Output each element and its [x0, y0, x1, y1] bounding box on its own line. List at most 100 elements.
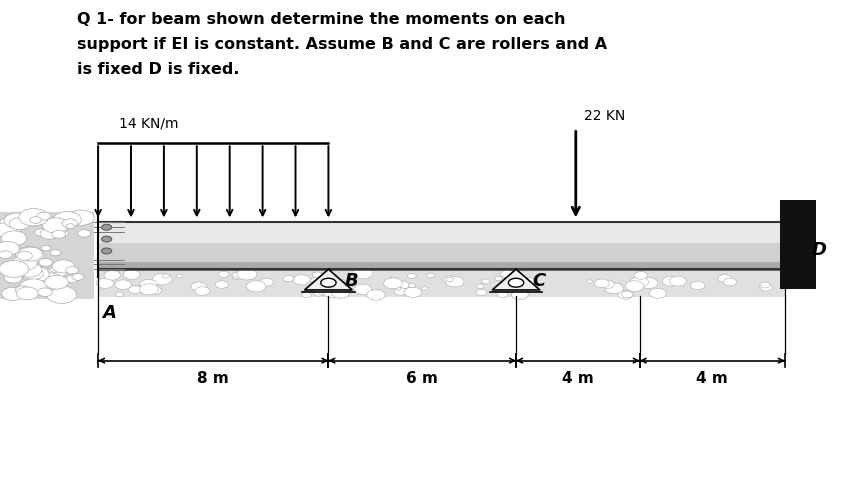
Circle shape	[101, 236, 112, 242]
Circle shape	[4, 213, 31, 228]
Circle shape	[52, 230, 66, 238]
Circle shape	[408, 284, 415, 288]
Circle shape	[72, 274, 83, 280]
Text: A: A	[102, 304, 116, 322]
Circle shape	[49, 280, 59, 286]
Circle shape	[7, 268, 24, 278]
Circle shape	[12, 288, 28, 297]
Circle shape	[446, 277, 453, 282]
Circle shape	[33, 273, 64, 290]
Circle shape	[421, 287, 427, 290]
Circle shape	[352, 267, 372, 279]
Circle shape	[153, 274, 172, 285]
Circle shape	[1, 231, 26, 246]
Circle shape	[317, 288, 328, 295]
Circle shape	[17, 251, 32, 260]
Circle shape	[0, 251, 13, 258]
Circle shape	[232, 272, 242, 278]
Circle shape	[446, 277, 463, 287]
Circle shape	[476, 284, 484, 288]
Circle shape	[140, 280, 157, 289]
Circle shape	[176, 274, 182, 278]
Text: 6 m: 6 m	[406, 371, 438, 386]
Circle shape	[604, 283, 623, 294]
Circle shape	[30, 217, 42, 223]
Circle shape	[151, 285, 161, 291]
Circle shape	[16, 287, 38, 300]
Circle shape	[115, 292, 124, 296]
Circle shape	[106, 268, 119, 276]
Circle shape	[66, 267, 78, 274]
Circle shape	[292, 275, 310, 285]
Circle shape	[690, 282, 705, 289]
Circle shape	[648, 288, 665, 298]
Circle shape	[35, 229, 48, 236]
Circle shape	[48, 218, 58, 224]
Circle shape	[37, 212, 51, 220]
Text: support if EI is constant. Assume B and C are rollers and A: support if EI is constant. Assume B and …	[77, 37, 606, 52]
Circle shape	[10, 228, 20, 234]
Circle shape	[237, 268, 256, 280]
Circle shape	[759, 282, 769, 288]
Circle shape	[389, 277, 396, 281]
Circle shape	[481, 279, 489, 284]
Circle shape	[162, 274, 170, 278]
Circle shape	[30, 281, 49, 292]
Circle shape	[195, 287, 210, 295]
Circle shape	[0, 218, 14, 226]
Circle shape	[331, 288, 349, 298]
Circle shape	[4, 273, 22, 283]
Circle shape	[625, 281, 643, 291]
Circle shape	[404, 287, 421, 297]
Text: is fixed D is fixed.: is fixed D is fixed.	[77, 62, 239, 77]
Circle shape	[129, 286, 142, 293]
Circle shape	[586, 280, 592, 283]
Circle shape	[383, 278, 402, 288]
Bar	[98, 262, 784, 269]
Circle shape	[638, 278, 657, 288]
Circle shape	[19, 208, 49, 226]
Circle shape	[101, 224, 112, 230]
Circle shape	[28, 266, 50, 279]
Circle shape	[49, 267, 60, 272]
Circle shape	[518, 277, 535, 288]
Circle shape	[0, 242, 20, 255]
Circle shape	[42, 259, 51, 264]
Circle shape	[104, 271, 120, 280]
Circle shape	[717, 275, 731, 283]
Bar	[98, 222, 784, 269]
Circle shape	[17, 263, 42, 277]
Circle shape	[394, 288, 406, 295]
Circle shape	[218, 271, 229, 278]
Circle shape	[233, 275, 240, 280]
Text: D: D	[811, 242, 826, 259]
Bar	[0, 212, 94, 299]
Bar	[98, 222, 784, 244]
Text: 4 m: 4 m	[561, 371, 593, 386]
Bar	[780, 200, 815, 289]
Circle shape	[44, 275, 68, 289]
Circle shape	[43, 218, 69, 233]
Circle shape	[600, 280, 613, 288]
Circle shape	[246, 281, 266, 292]
Circle shape	[23, 268, 43, 280]
Text: C: C	[532, 272, 545, 289]
Circle shape	[406, 273, 416, 279]
Circle shape	[669, 276, 686, 286]
Text: 8 m: 8 m	[197, 371, 229, 386]
Circle shape	[115, 280, 131, 289]
Circle shape	[443, 276, 457, 284]
Circle shape	[50, 249, 60, 256]
Text: 4 m: 4 m	[695, 371, 728, 386]
Circle shape	[215, 281, 228, 288]
Circle shape	[22, 266, 49, 282]
Circle shape	[48, 265, 68, 277]
Circle shape	[22, 212, 47, 226]
Circle shape	[47, 286, 77, 303]
Circle shape	[39, 258, 52, 266]
Circle shape	[62, 219, 78, 228]
Circle shape	[66, 276, 78, 283]
Circle shape	[140, 284, 158, 295]
Circle shape	[15, 247, 44, 263]
Polygon shape	[304, 269, 352, 290]
